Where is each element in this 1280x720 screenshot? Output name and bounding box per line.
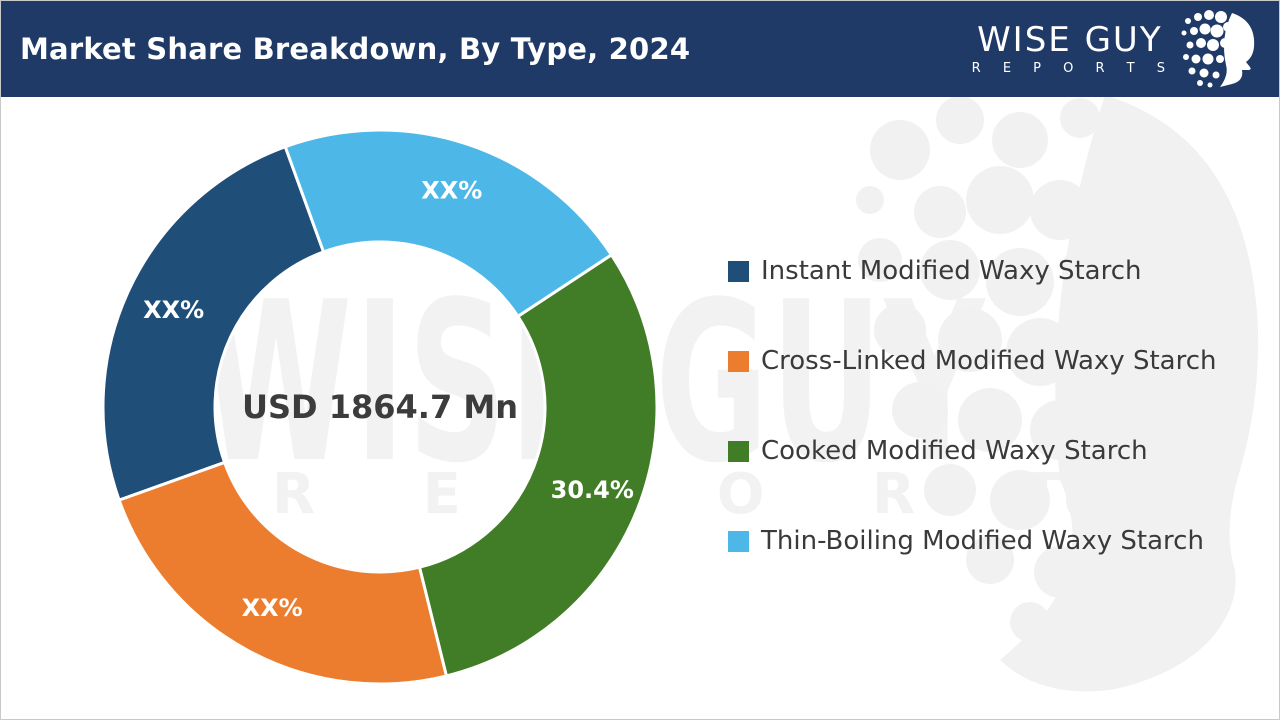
slice-value-label: XX% [143, 296, 204, 324]
slice-value-label: XX% [242, 594, 303, 622]
donut-slice-4 [283, 128, 614, 319]
legend-label: Cross-Linked Modified Waxy Starch [761, 346, 1217, 376]
donut-slice-1 [101, 144, 326, 503]
legend-swatch-icon [728, 350, 749, 372]
watermark-face-icon [856, 95, 1259, 692]
chart-legend: Instant Modified Waxy Starch Cross-Linked… [728, 246, 1216, 566]
header-bar: Market Share Breakdown, By Type, 2024 WI… [0, 0, 1280, 97]
donut-slice-2 [117, 460, 449, 686]
donut-slice-3 [417, 252, 659, 678]
brand-face-icon [1181, 9, 1255, 87]
legend-swatch-icon [728, 440, 749, 462]
legend-swatch-icon [728, 530, 749, 552]
legend-swatch-icon [728, 260, 749, 282]
watermark-text-2: R E P O R T S [272, 462, 1253, 527]
brand-logo-text: WISE GUY R E P O R T S [966, 23, 1174, 75]
brand-name: WISE GUY [977, 19, 1163, 60]
legend-label: Instant Modified Waxy Starch [761, 256, 1142, 286]
slice-value-label: XX% [421, 177, 482, 205]
legend-label: Cooked Modified Waxy Starch [761, 436, 1148, 466]
legend-item: Cross-Linked Modified Waxy Starch [728, 336, 1216, 386]
legend-label: Thin-Boiling Modified Waxy Starch [761, 526, 1204, 556]
legend-item: Instant Modified Waxy Starch [728, 246, 1216, 296]
chart-center-value: USD 1864.7 Mn [242, 388, 518, 426]
donut-slices: XX% XX% 30.4% XX% [101, 128, 659, 686]
legend-item: Cooked Modified Waxy Starch [728, 426, 1216, 476]
legend-item: Thin-Boiling Modified Waxy Starch [728, 516, 1216, 566]
brand-logo: WISE GUY R E P O R T S [966, 7, 1260, 91]
slice-value-label: 30.4% [551, 476, 634, 504]
brand-subname: R E P O R T S [971, 60, 1174, 76]
page-title: Market Share Breakdown, By Type, 2024 [20, 31, 691, 66]
